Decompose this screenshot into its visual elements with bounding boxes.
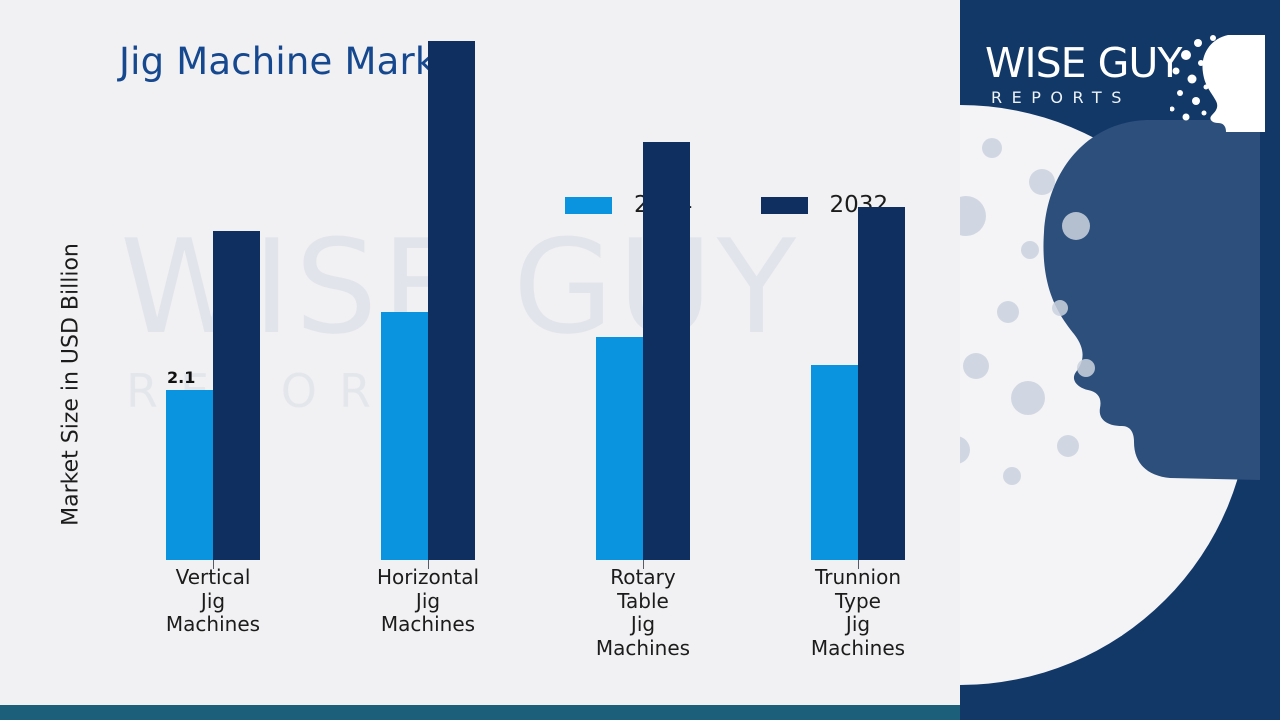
x-axis-label-1: Horizontal Jig Machines [376,565,480,636]
legend-swatch-2024 [565,196,612,214]
bar-2024-3 [811,365,858,560]
x-axis-label-3: Trunnion Type Jig Machines [810,565,906,660]
bar-2024-0 [166,390,213,560]
bar-2024-1 [381,312,428,560]
chart-container: Market Size in USD Billion 2024 2032 Ver… [59,41,905,659]
x-axis-label-0: Vertical Jig Machines [165,565,261,636]
bar-2032-1 [428,41,475,560]
bar-2032-3 [858,207,905,560]
plot-area: Vertical Jig Machines Horizontal Jig Mach… [166,41,905,659]
x-axis-tick [858,560,859,569]
bar-value-label: 2.1 [167,368,196,387]
logo-wordmark: WISE GUY [985,39,1182,87]
logo-subtitle: REPORTS [991,88,1131,107]
brand-logo[interactable]: WISE GUY REPORTS [985,35,1265,132]
page-title: Jig Machine Market [119,40,473,83]
x-axis-label-2: Rotary Table Jig Machines [595,565,691,660]
bar-2024-2 [596,337,643,560]
x-axis-tick [428,560,429,569]
network-dots-pattern [960,138,1095,485]
bar-2032-2 [643,142,690,560]
bottom-accent-strip [0,705,960,720]
x-axis-tick [643,560,644,569]
bar-2032-0 [213,231,260,560]
x-axis-tick [213,560,214,569]
head-silhouette-icon [1043,120,1260,480]
legend-swatch-2032 [760,196,808,214]
head-network-icon [1170,35,1265,132]
